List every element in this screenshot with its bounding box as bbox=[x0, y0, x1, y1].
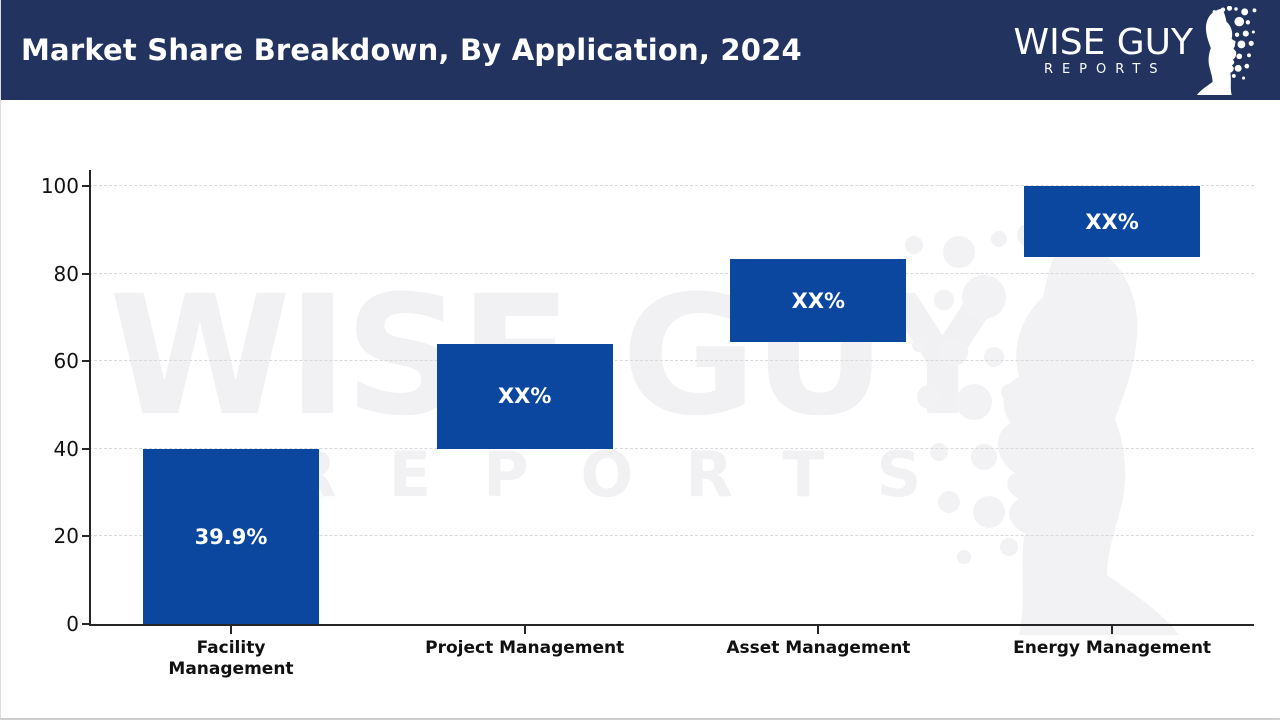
y-tick-label-40: 40 bbox=[53, 436, 79, 461]
logo-subtext: REPORTS bbox=[1043, 61, 1167, 77]
gridline-y-80 bbox=[89, 272, 1254, 274]
y-tick-mark-100 bbox=[82, 185, 89, 187]
x-tick-label-line: Management bbox=[168, 659, 294, 679]
y-tick-label-60: 60 bbox=[53, 349, 79, 374]
x-tick-mark-asset-management bbox=[817, 626, 820, 634]
x-axis-line bbox=[89, 624, 1254, 626]
y-tick-mark-20 bbox=[82, 535, 89, 538]
bar-energy-management: XX% bbox=[1024, 186, 1201, 258]
x-tick-mark-energy-management bbox=[1111, 626, 1114, 634]
logo-wordmark: WISE GUY bbox=[1013, 21, 1194, 63]
gridline-y-100 bbox=[89, 185, 1254, 186]
y-tick-label-80: 80 bbox=[53, 261, 79, 286]
y-tick-label-20: 20 bbox=[53, 524, 79, 549]
y-axis-line bbox=[89, 170, 91, 626]
x-tick-label-asset-management: Asset Management bbox=[671, 638, 965, 659]
gridline-y-60 bbox=[89, 360, 1254, 362]
bar-value-label-energy-management: XX% bbox=[1085, 209, 1139, 234]
x-tick-label-line: Asset Management bbox=[726, 638, 911, 658]
x-tick-label-line: Facility bbox=[196, 638, 266, 658]
x-tick-label-energy-management: Energy Management bbox=[965, 638, 1259, 659]
y-tick-mark-0 bbox=[82, 623, 89, 625]
x-tick-label-line: Project Management bbox=[425, 638, 625, 658]
y-tick-mark-60 bbox=[82, 360, 89, 363]
y-tick-mark-40 bbox=[82, 447, 89, 450]
x-tick-label-line: Energy Management bbox=[1013, 638, 1212, 658]
header-bar: Market Share Breakdown, By Application, … bbox=[1, 0, 1280, 100]
x-tick-label-project-management: Project Management bbox=[378, 638, 672, 659]
bar-value-label-facility-management: 39.9% bbox=[194, 524, 268, 549]
bar-value-label-asset-management: XX% bbox=[791, 288, 846, 313]
plot-area: WISE GUY REPORTS 0 20 40 60 80 100 39.9% Facili… bbox=[1, 100, 1280, 718]
y-tick-label-100: 100 bbox=[40, 174, 79, 198]
y-tick-label-0: 0 bbox=[66, 612, 79, 636]
y-tick-mark-80 bbox=[82, 272, 89, 275]
logo-text: WISE GUY REPORTS bbox=[1013, 21, 1194, 77]
bar-facility-management: 39.9% bbox=[143, 449, 319, 624]
gridline-y-40 bbox=[89, 447, 1254, 449]
wise-guy-logo: WISE GUY REPORTS bbox=[1014, 0, 1268, 100]
x-tick-label-facility-management: Facility Management bbox=[84, 638, 378, 680]
x-tick-mark-facility-management bbox=[230, 626, 232, 634]
bar-project-management: XX% bbox=[436, 343, 613, 449]
page-title: Market Share Breakdown, By Application, … bbox=[21, 33, 802, 67]
bar-value-label-project-management: XX% bbox=[497, 384, 552, 409]
gridline-y-20 bbox=[89, 535, 1254, 537]
bar-asset-management: XX% bbox=[730, 259, 907, 343]
x-tick-mark-project-management bbox=[523, 626, 526, 634]
